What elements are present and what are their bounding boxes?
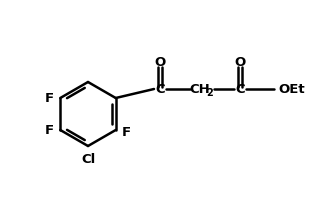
Text: Cl: Cl bbox=[81, 153, 95, 166]
Text: F: F bbox=[122, 126, 131, 139]
Text: CH: CH bbox=[190, 83, 210, 96]
Text: O: O bbox=[234, 55, 246, 68]
Text: F: F bbox=[45, 124, 54, 137]
Text: 2: 2 bbox=[207, 88, 214, 98]
Text: C: C bbox=[235, 83, 245, 96]
Text: O: O bbox=[154, 55, 165, 68]
Text: OEt: OEt bbox=[279, 83, 305, 96]
Text: F: F bbox=[45, 92, 54, 105]
Text: C: C bbox=[155, 83, 165, 96]
